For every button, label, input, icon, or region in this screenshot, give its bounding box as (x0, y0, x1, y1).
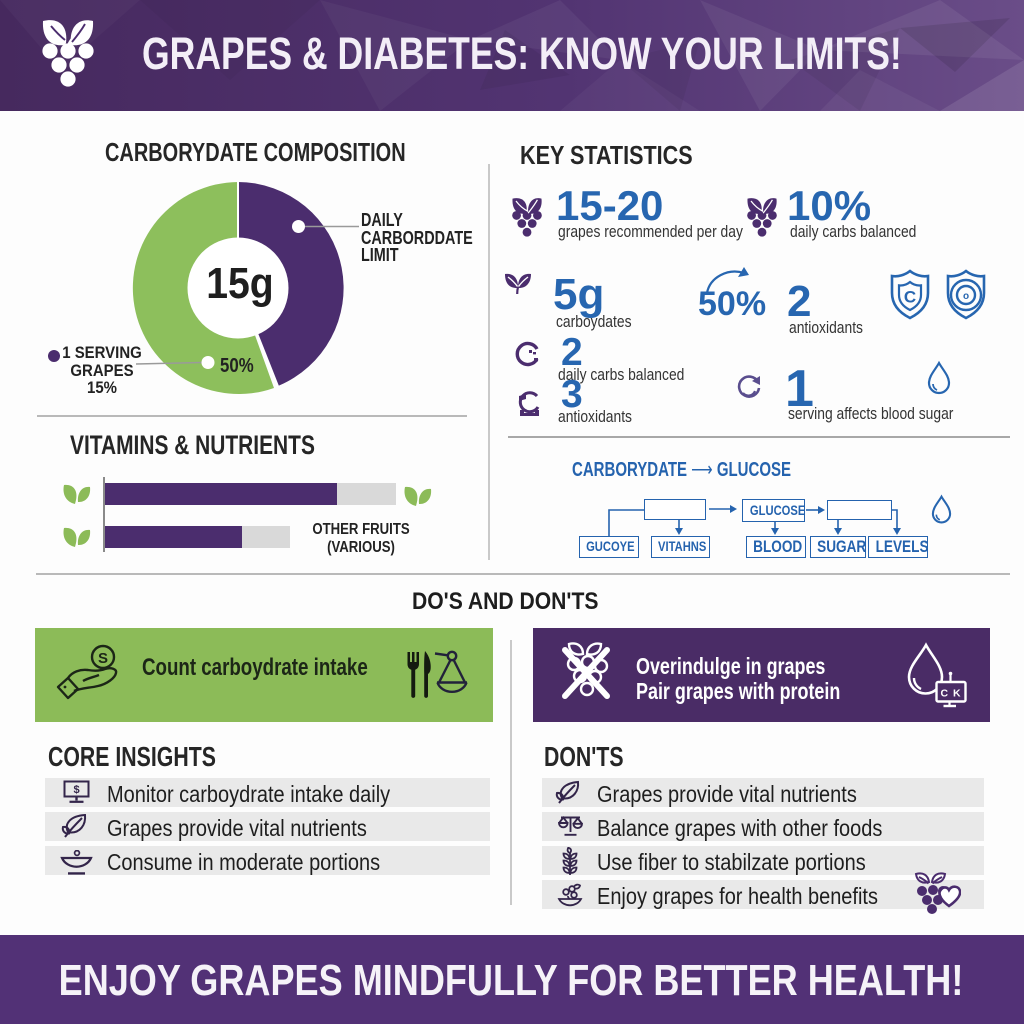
svg-text:S: S (98, 650, 108, 667)
svg-text:o: o (963, 291, 969, 302)
svg-text:$: $ (73, 784, 79, 796)
svg-text:C K: C K (940, 688, 961, 700)
svg-text:C: C (904, 288, 916, 307)
